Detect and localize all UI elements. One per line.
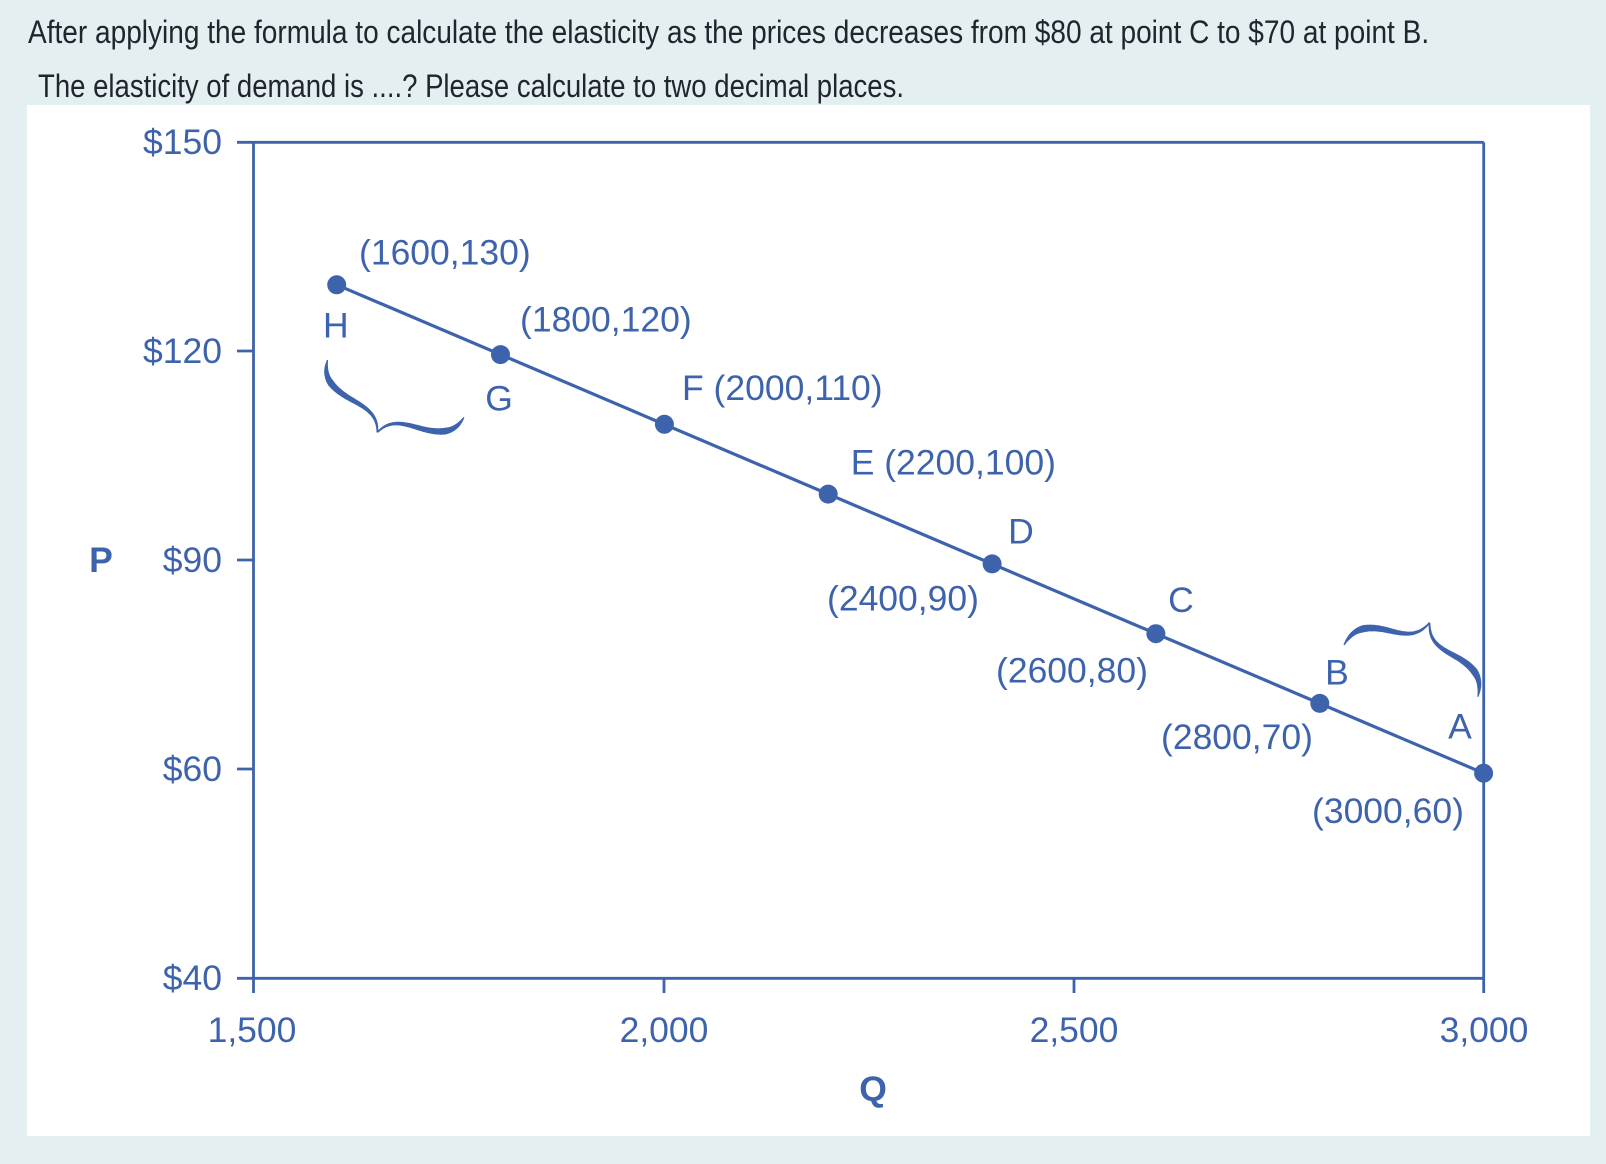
- svg-text:E (2200,100): E (2200,100): [851, 442, 1056, 482]
- svg-text:(1800,120): (1800,120): [520, 300, 692, 340]
- svg-text:A: A: [1448, 707, 1472, 747]
- svg-text:C: C: [1168, 580, 1194, 620]
- svg-text:Q: Q: [859, 1069, 887, 1109]
- svg-text:(1600,130): (1600,130): [359, 233, 531, 273]
- svg-text:G: G: [485, 379, 513, 419]
- svg-text:$150: $150: [143, 122, 222, 162]
- svg-text:$60: $60: [163, 749, 222, 789]
- svg-text:3,000: 3,000: [1440, 1010, 1529, 1050]
- svg-text:$120: $120: [143, 331, 222, 371]
- svg-text:D: D: [1008, 512, 1034, 552]
- svg-text:B: B: [1325, 653, 1349, 693]
- svg-text:1,500: 1,500: [208, 1010, 297, 1050]
- svg-text:2,500: 2,500: [1030, 1010, 1119, 1050]
- svg-text:(2400,90): (2400,90): [827, 579, 979, 619]
- svg-text:(2800,70): (2800,70): [1161, 717, 1313, 757]
- svg-text:(3000,60): (3000,60): [1312, 791, 1464, 831]
- svg-text:(2600,80): (2600,80): [996, 651, 1148, 691]
- svg-text:H: H: [323, 306, 349, 346]
- svg-text:$90: $90: [163, 540, 222, 580]
- svg-text:$40: $40: [163, 958, 222, 998]
- svg-text:F (2000,110): F (2000,110): [682, 368, 883, 408]
- svg-text:P: P: [89, 540, 113, 580]
- svg-text:2,000: 2,000: [620, 1010, 709, 1050]
